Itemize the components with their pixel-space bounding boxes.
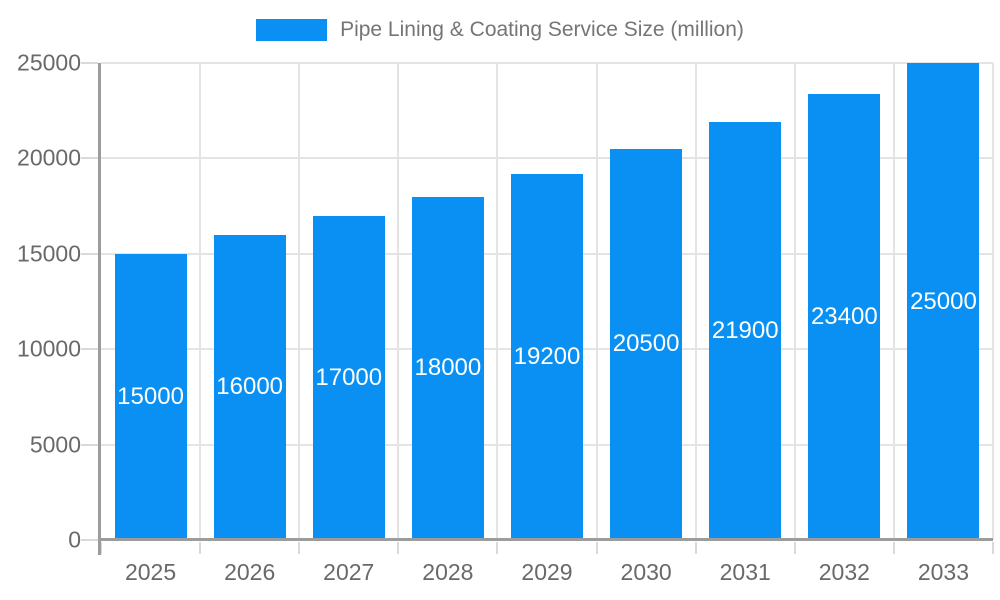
v-gridline bbox=[595, 63, 598, 540]
v-gridline bbox=[199, 63, 202, 540]
bar-value-label: 23400 bbox=[810, 302, 878, 330]
v-gridline bbox=[397, 63, 400, 540]
x-axis-tick bbox=[892, 542, 895, 554]
bar-2026[interactable]: 16000 bbox=[213, 234, 286, 540]
v-gridline bbox=[992, 63, 994, 540]
v-gridline bbox=[496, 63, 499, 540]
bar-2033[interactable]: 25000 bbox=[907, 63, 980, 540]
v-gridline bbox=[298, 63, 301, 540]
bar-value-label: 16000 bbox=[216, 373, 284, 401]
x-axis-tick bbox=[397, 542, 400, 554]
x-axis-tick bbox=[992, 542, 994, 554]
x-axis-tick bbox=[298, 542, 301, 554]
bar-2032[interactable]: 23400 bbox=[808, 93, 881, 540]
bar-2029[interactable]: 19200 bbox=[511, 173, 583, 540]
x-axis-line bbox=[98, 538, 993, 541]
x-tick-label: 2033 bbox=[917, 559, 970, 585]
legend-label: Pipe Lining & Coating Service Size (mill… bbox=[340, 18, 744, 41]
v-gridline bbox=[694, 63, 697, 540]
legend[interactable]: Pipe Lining & Coating Service Size (mill… bbox=[0, 18, 1000, 42]
bar-value-label: 18000 bbox=[414, 354, 482, 382]
bar-2030[interactable]: 20500 bbox=[610, 148, 683, 540]
x-tick-label: 2029 bbox=[521, 559, 573, 585]
x-axis-tick bbox=[694, 542, 697, 554]
bar-2025[interactable]: 15000 bbox=[114, 253, 187, 540]
y-axis-tick bbox=[81, 348, 98, 351]
bar-2027[interactable]: 17000 bbox=[312, 215, 385, 540]
x-axis-tick bbox=[793, 542, 796, 554]
x-axis-tick bbox=[199, 542, 202, 554]
plot-area: 0 5000 10000 15000 20000 25000 15000 2025 16000 2… bbox=[17, 51, 994, 584]
x-tick-label: 2031 bbox=[719, 559, 771, 585]
x-tick-label: 2026 bbox=[224, 559, 276, 585]
x-tick-label: 2028 bbox=[422, 559, 474, 585]
y-tick-label: 10000 bbox=[17, 335, 81, 362]
x-tick-label: 2030 bbox=[620, 559, 672, 585]
x-axis-tick bbox=[595, 542, 598, 554]
y-axis-tick bbox=[81, 252, 98, 255]
y-tick-label: 15000 bbox=[17, 240, 81, 267]
bar-value-label: 20500 bbox=[612, 330, 680, 358]
h-gridline bbox=[101, 62, 993, 64]
bar-value-label: 21900 bbox=[711, 317, 779, 345]
x-tick-label: 2032 bbox=[818, 559, 870, 585]
y-tick-label: 5000 bbox=[29, 431, 81, 458]
bar-2028[interactable]: 18000 bbox=[411, 196, 484, 540]
y-axis-line bbox=[98, 63, 101, 555]
h-gridline bbox=[101, 157, 993, 160]
bar-2031[interactable]: 21900 bbox=[709, 122, 782, 540]
y-tick-label: 20000 bbox=[17, 144, 81, 171]
v-gridline bbox=[793, 63, 796, 540]
bar-value-label: 17000 bbox=[315, 363, 383, 391]
x-tick-label: 2027 bbox=[323, 559, 375, 585]
y-axis-tick bbox=[81, 62, 98, 64]
y-tick-label: 25000 bbox=[17, 49, 81, 76]
bar-value-label: 25000 bbox=[910, 287, 977, 315]
x-tick-label: 2025 bbox=[124, 559, 177, 585]
x-axis-tick bbox=[496, 542, 499, 554]
y-axis-tick bbox=[81, 443, 98, 446]
legend-swatch bbox=[256, 19, 328, 41]
bar-value-label: 19200 bbox=[513, 342, 581, 370]
y-axis-tick bbox=[81, 539, 98, 541]
y-tick-label: 0 bbox=[68, 526, 81, 553]
y-axis-tick bbox=[81, 157, 98, 160]
x-axis-tick bbox=[100, 542, 102, 554]
v-gridline bbox=[892, 63, 895, 540]
bar-value-label: 15000 bbox=[117, 382, 184, 410]
